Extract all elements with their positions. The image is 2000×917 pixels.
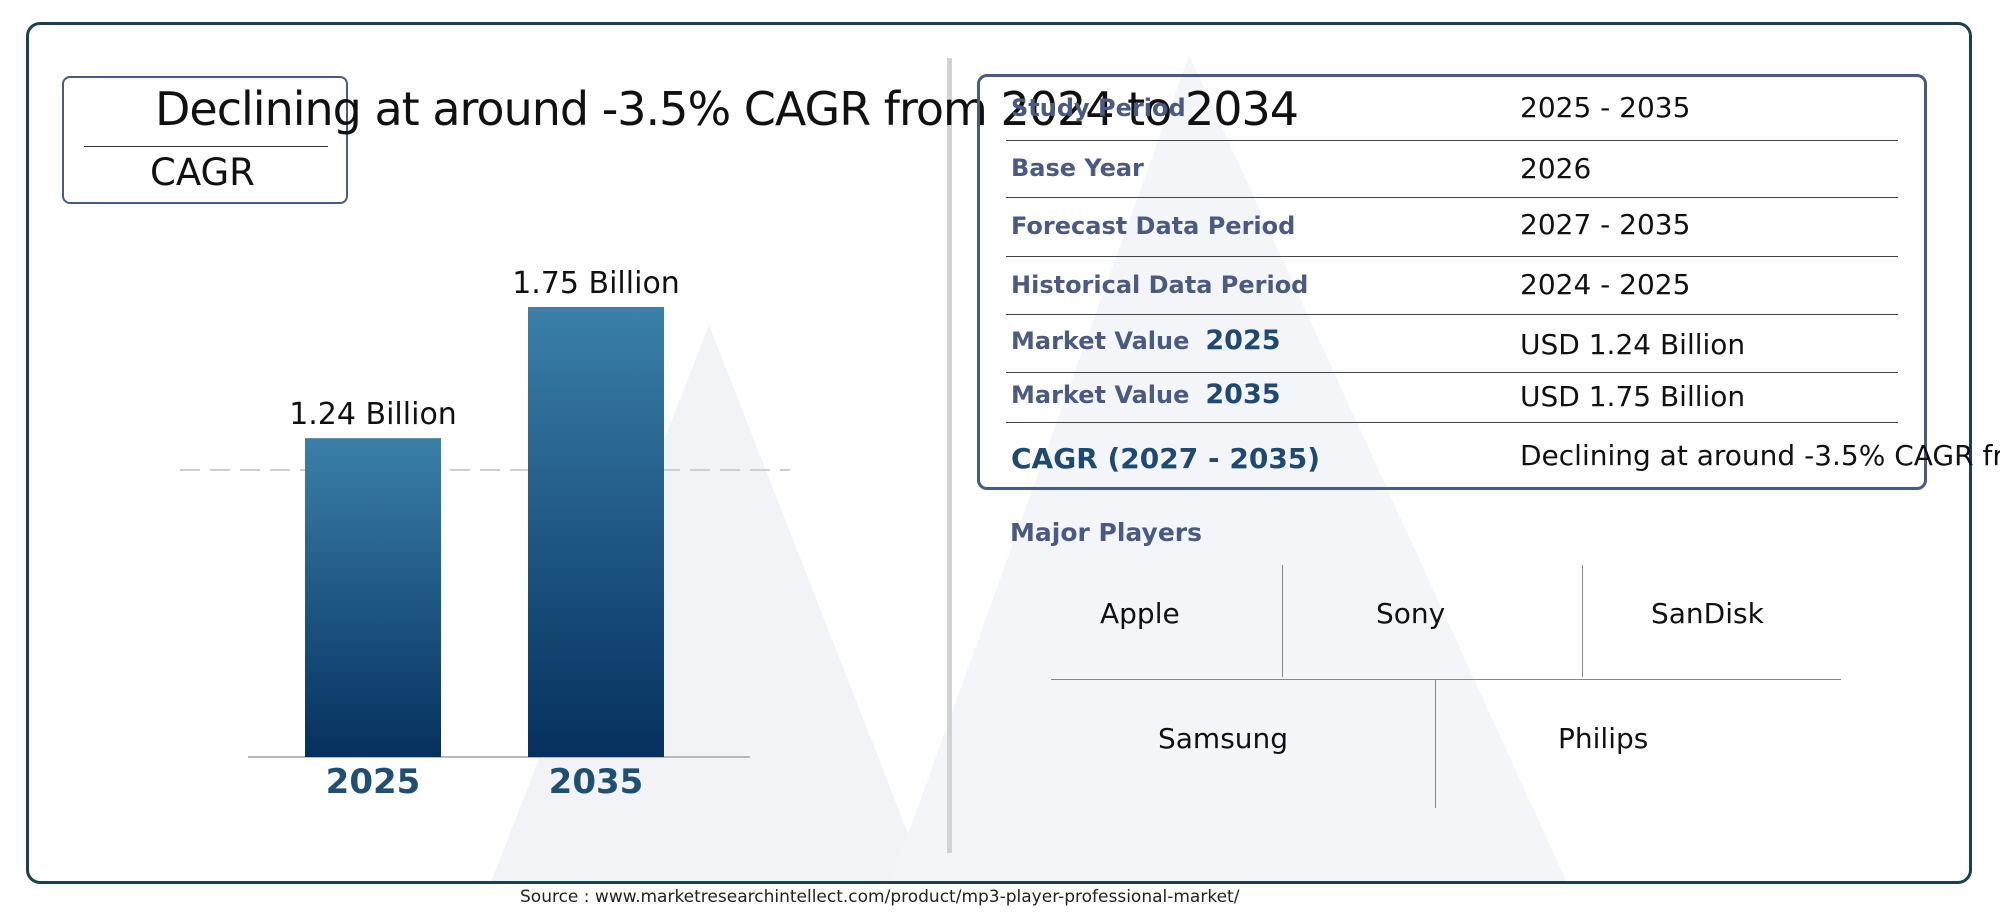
- player-apple: Apple: [1100, 597, 1180, 630]
- row-divider: [1006, 314, 1898, 315]
- player-divider: [1282, 565, 1283, 677]
- row-value-base-year: 2026: [1520, 152, 1592, 185]
- x-tick-2035: 2035: [549, 762, 644, 802]
- row-label-cagr: CAGR (2027 - 2035): [1011, 442, 1321, 475]
- player-sony: Sony: [1376, 597, 1446, 630]
- row-label-base-year: Base Year: [1011, 154, 1144, 182]
- bar-2025: [305, 438, 441, 757]
- x-tick-2025: 2025: [326, 762, 421, 802]
- row-label-study-period: Study Period: [1011, 94, 1186, 122]
- player-divider: [1582, 565, 1583, 677]
- row-divider: [1006, 422, 1898, 423]
- row-label-market-value-2025: Market Value 2025: [1011, 325, 1281, 356]
- player-samsung: Samsung: [1158, 722, 1289, 755]
- row-label-historical-period: Historical Data Period: [1011, 271, 1309, 299]
- market-value-year: 2025: [1205, 325, 1281, 356]
- cagr-box: [62, 76, 348, 204]
- row-value-cagr: Declining at around -3.5% CAGR from: [1520, 439, 2000, 472]
- data-label-2025: 1.24 Billion: [289, 397, 457, 432]
- info-table-box: [977, 74, 1927, 490]
- cagr-label: CAGR: [150, 151, 255, 194]
- players-horizontal-divider: [1051, 679, 1841, 680]
- row-value-forecast-period: 2027 - 2035: [1520, 208, 1691, 241]
- bar-chart: 1.24 Billion 2025 1.75 Billion 2035: [180, 266, 790, 802]
- row-value-study-period: 2025 - 2035: [1520, 91, 1691, 124]
- row-divider: [1006, 256, 1898, 257]
- headline-cagr-text: Declining at around -3.5% CAGR from 2024…: [155, 82, 1299, 136]
- row-value-market-value-2025: USD 1.24 Billion: [1520, 328, 1746, 361]
- market-value-label: Market Value: [1011, 381, 1190, 409]
- source-footnote: Source : www.marketresearchintellect.com…: [520, 887, 1240, 907]
- market-value-year: 2035: [1205, 379, 1281, 410]
- row-value-market-value-2035: USD 1.75 Billion: [1520, 380, 1746, 413]
- market-value-label: Market Value: [1011, 327, 1190, 355]
- bar-2035: [528, 307, 664, 757]
- data-label-2035: 1.75 Billion: [512, 266, 680, 301]
- row-divider: [1006, 372, 1898, 373]
- row-divider: [1006, 140, 1898, 141]
- row-label-market-value-2035: Market Value 2035: [1011, 379, 1281, 410]
- player-philips: Philips: [1558, 722, 1649, 755]
- player-sandisk: SanDisk: [1651, 597, 1764, 630]
- vertical-divider: [947, 58, 952, 853]
- player-divider: [1435, 680, 1436, 808]
- cagr-box-rule: [84, 146, 328, 147]
- row-value-historical-period: 2024 - 2025: [1520, 268, 1691, 301]
- row-divider: [1006, 197, 1898, 198]
- row-label-forecast-period: Forecast Data Period: [1011, 212, 1296, 240]
- major-players-title: Major Players: [1010, 518, 1202, 547]
